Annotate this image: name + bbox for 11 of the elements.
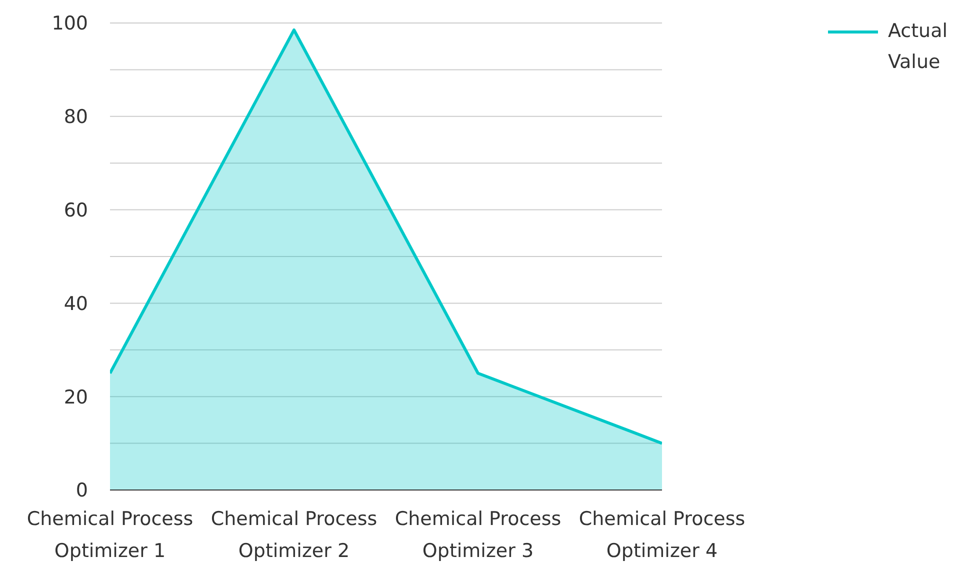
y-tick-label: 60 (64, 200, 88, 222)
y-tick-label: 40 (64, 292, 88, 315)
legend-label: Actual Value (888, 19, 949, 75)
x-tick-label: Chemical Process Optimizer 4 (578, 508, 746, 562)
x-tick-label: Chemical Process Optimizer 2 (210, 508, 378, 562)
y-tick-label: 80 (64, 106, 88, 128)
y-tick-label: 20 (64, 386, 88, 408)
x-tick-label: Chemical Process Optimizer 1 (26, 508, 194, 562)
x-tick-label: Chemical Process Optimizer 3 (394, 508, 562, 562)
y-tick-label: 0 (76, 480, 88, 502)
y-tick-label: 100 (52, 12, 88, 35)
